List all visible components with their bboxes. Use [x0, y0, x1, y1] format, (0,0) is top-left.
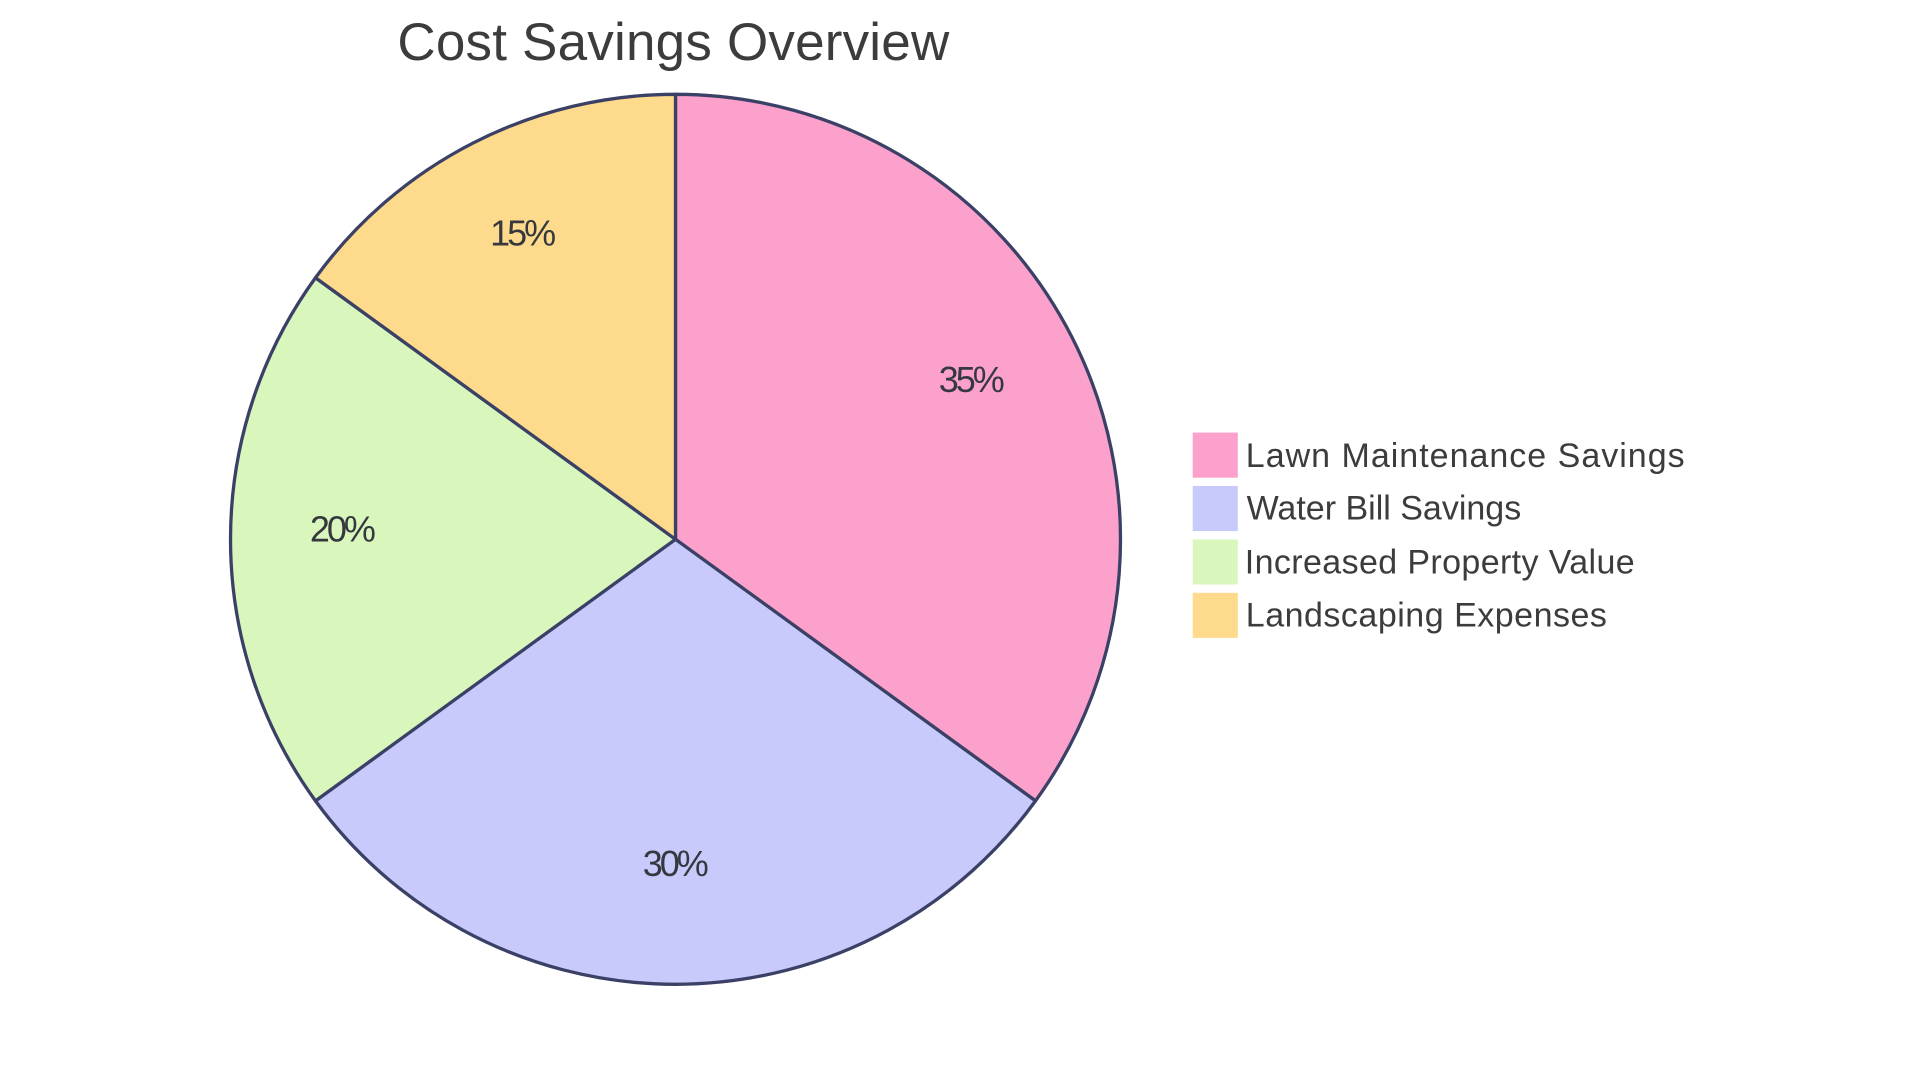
svg-text:20%: 20%: [310, 509, 375, 550]
svg-text:Water Bill Savings: Water Bill Savings: [1247, 490, 1522, 528]
svg-text:35%: 35%: [939, 359, 1004, 400]
svg-text:Lawn Maintenance Savings: Lawn Maintenance Savings: [1246, 437, 1686, 475]
svg-text:Cost Savings Overview: Cost Savings Overview: [397, 13, 950, 72]
svg-text:15%: 15%: [490, 213, 555, 254]
svg-text:Increased Property Value: Increased Property Value: [1245, 544, 1635, 582]
svg-text:Landscaping Expenses: Landscaping Expenses: [1246, 596, 1608, 634]
svg-text:30%: 30%: [643, 843, 708, 884]
